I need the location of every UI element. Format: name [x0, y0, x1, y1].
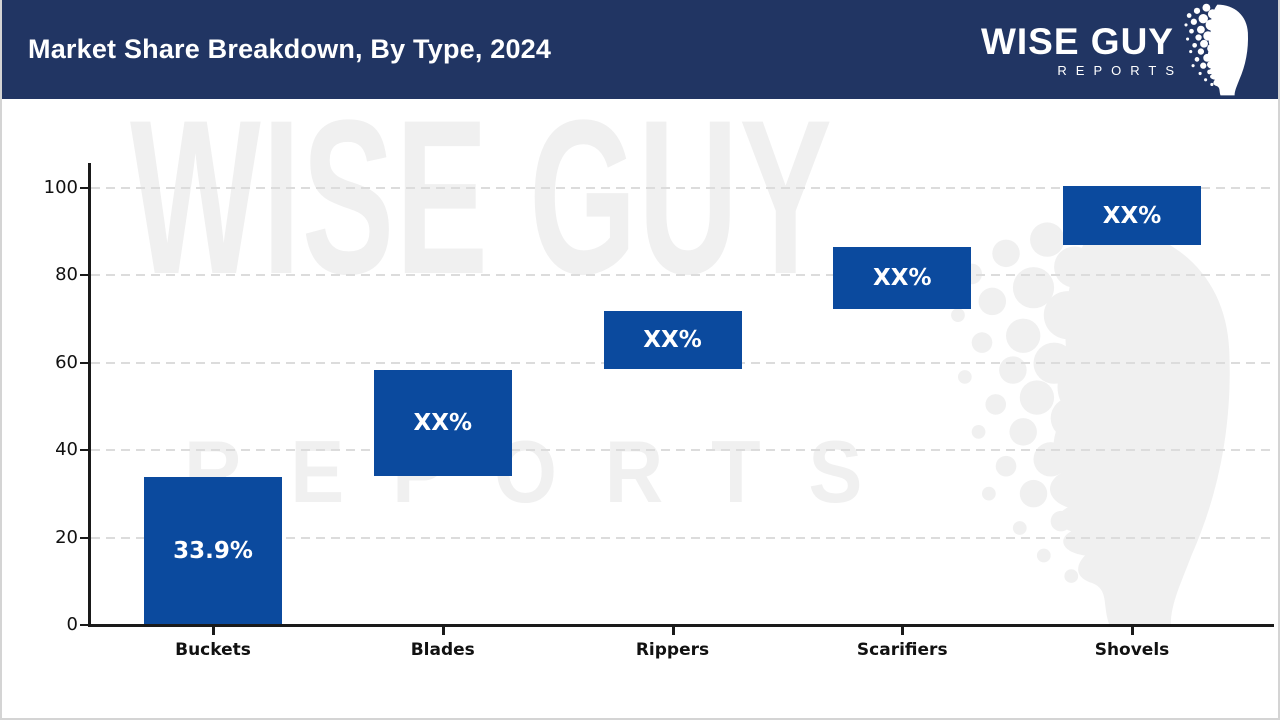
x-axis-tick-shovels	[1131, 627, 1134, 635]
y-axis-tick-80	[80, 274, 90, 277]
y-axis-tick-40	[80, 449, 90, 452]
y-axis-spine	[88, 163, 91, 627]
y-axis-tick-20	[80, 536, 90, 539]
bar-value-label: XX%	[872, 265, 932, 291]
gridline-80	[91, 274, 1271, 277]
y-axis-tick-label: 0	[66, 614, 78, 635]
x-axis-tick-buckets	[212, 627, 215, 635]
x-axis-label-blades: Blades	[410, 640, 475, 660]
x-axis-tick-scarifiers	[901, 627, 905, 635]
y-axis-tick-60	[80, 361, 90, 364]
bar-value-label: XX%	[643, 327, 702, 354]
wiseguy-face-icon	[1184, 3, 1249, 95]
watermark-tagline: REPORTS	[184, 422, 911, 521]
waterfall-chart: WISE GUY REPORTS 0 20 40 60 80 100 33.9% Bucket…	[2, 74, 1278, 718]
x-axis-label-rippers: Rippers	[635, 640, 710, 660]
gridline-40	[91, 449, 1271, 452]
logo-text: WISE GUY REPORTS	[981, 23, 1174, 77]
bar-scarifiers: XX%	[833, 246, 972, 310]
logo-tagline: REPORTS	[1057, 62, 1183, 78]
gridline-20	[91, 536, 1271, 539]
x-axis-tick-blades	[441, 627, 445, 635]
y-axis-tick-label: 20	[55, 526, 78, 548]
gridline-100	[91, 187, 1271, 189]
y-axis-tick-label: 100	[43, 177, 78, 198]
bar-value-label: XX%	[1102, 202, 1162, 229]
x-axis-label-buckets: Buckets	[175, 640, 251, 660]
bar-blades: XX%	[373, 370, 512, 476]
header-bar: Market Share Breakdown, By Type, 2024 WI…	[2, 0, 1278, 99]
chart-title: Market Share Breakdown, By Type, 2024	[28, 34, 552, 64]
bar-buckets: 33.9%	[144, 476, 282, 625]
bar-rippers: XX%	[603, 311, 742, 370]
wiseguy-logo: WISE GUY REPORTS	[981, 3, 1252, 97]
x-axis-tick-rippers	[671, 627, 675, 635]
x-axis-spine	[88, 624, 1274, 627]
y-axis-tick-label: 40	[55, 439, 78, 461]
bar-value-label: XX%	[413, 409, 472, 436]
bar-value-label: 33.9%	[173, 537, 253, 564]
x-axis-label-shovels: Shovels	[1094, 640, 1170, 660]
y-axis-tick-0	[80, 624, 90, 626]
watermark-name: WISE GUY	[130, 74, 834, 320]
y-axis-tick-label: 80	[55, 264, 78, 286]
x-axis-label-scarifiers: Scarifiers	[856, 640, 948, 660]
logo-name: WISE GUY	[980, 20, 1174, 62]
bar-shovels: XX%	[1063, 186, 1201, 246]
y-axis-tick-100	[80, 187, 90, 189]
watermark-face-icon	[951, 222, 1230, 625]
y-axis-tick-label: 60	[55, 351, 78, 373]
